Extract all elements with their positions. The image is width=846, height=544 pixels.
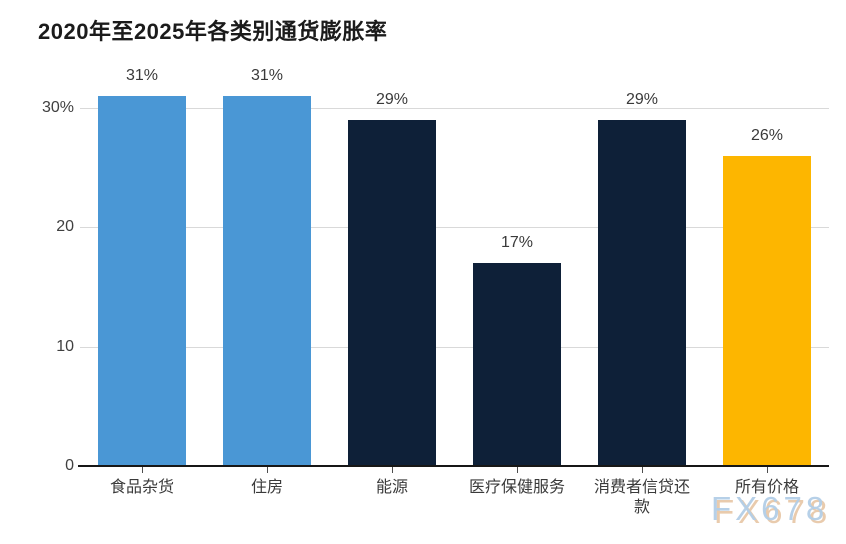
bar-4	[598, 120, 686, 466]
x-axis-category-label: 住房	[250, 479, 283, 496]
x-axis-category-label: 消费者信贷还款	[593, 479, 690, 516]
bar-5	[723, 156, 811, 466]
x-axis-tick-mark	[267, 467, 268, 473]
gridline	[80, 347, 829, 348]
bar-value-label: 29%	[375, 91, 409, 108]
x-axis-category-label: 食品杂货	[109, 479, 174, 496]
x-axis-tick-mark	[517, 467, 518, 473]
bar-3	[473, 263, 561, 466]
bar-value-label: 31%	[250, 67, 284, 84]
x-axis-tick-mark	[392, 467, 393, 473]
bar-0	[98, 96, 186, 466]
y-axis-tick-label: 10	[56, 338, 74, 355]
x-axis-tick-mark	[642, 467, 643, 473]
bar-value-label: 31%	[125, 67, 159, 84]
fx678-watermark: FX678	[711, 490, 829, 527]
bar-value-label: 26%	[750, 127, 784, 144]
chart-title: 2020年至2025年各类别通货膨胀率	[38, 19, 388, 44]
bar-value-label: 29%	[625, 91, 659, 108]
y-axis-tick-label: 20	[56, 218, 74, 235]
gridline	[80, 108, 829, 109]
gridline	[80, 227, 829, 228]
x-axis-category-label: 所有价格	[734, 479, 799, 496]
y-axis-tick-label: 30%	[41, 99, 74, 116]
y-axis-tick-label: 0	[65, 457, 74, 474]
bar-2	[348, 120, 436, 466]
x-axis-category-label: 医疗保健服务	[468, 479, 565, 496]
x-axis-category-label: 能源	[375, 479, 408, 496]
x-axis-tick-mark	[767, 467, 768, 473]
bar-1	[223, 96, 311, 466]
bar-value-label: 17%	[500, 234, 534, 251]
x-axis-tick-mark	[142, 467, 143, 473]
x-axis-line	[78, 465, 829, 467]
